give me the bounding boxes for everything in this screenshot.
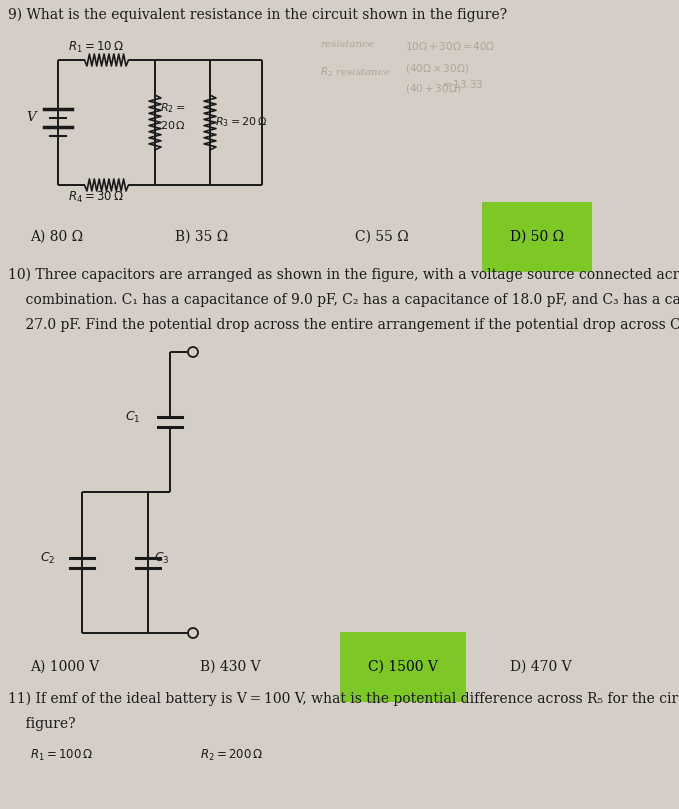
Text: $R_1=100\,\Omega$: $R_1=100\,\Omega$ <box>30 748 93 763</box>
Text: 11) If emf of the ideal battery is V = 100 V, what is the potential difference a: 11) If emf of the ideal battery is V = 1… <box>8 692 679 706</box>
Text: $R_1=10\,\Omega$: $R_1=10\,\Omega$ <box>68 40 124 55</box>
Text: D) 50 Ω: D) 50 Ω <box>510 230 564 244</box>
Text: A) 1000 V: A) 1000 V <box>30 660 99 674</box>
Text: $20\,\Omega$: $20\,\Omega$ <box>160 118 186 130</box>
Text: combination. C₁ has a capacitance of 9.0 pF, C₂ has a capacitance of 18.0 pF, an: combination. C₁ has a capacitance of 9.0… <box>8 293 679 307</box>
Text: $10\Omega+30\Omega=40\Omega$: $10\Omega+30\Omega=40\Omega$ <box>405 40 496 52</box>
Text: 10) Three capacitors are arranged as shown in the figure, with a voltage source : 10) Three capacitors are arranged as sho… <box>8 268 679 282</box>
Text: $C_1$: $C_1$ <box>125 409 141 425</box>
Text: A) 80 Ω: A) 80 Ω <box>30 230 83 244</box>
Text: $R_2=$: $R_2=$ <box>160 102 185 116</box>
Text: $R_2=200\,\Omega$: $R_2=200\,\Omega$ <box>200 748 263 763</box>
Text: 9) What is the equivalent resistance in the circuit shown in the figure?: 9) What is the equivalent resistance in … <box>8 8 507 23</box>
Text: $C_2$: $C_2$ <box>40 551 55 566</box>
Text: C) 1500 V: C) 1500 V <box>368 660 438 674</box>
Text: $C_3$: $C_3$ <box>154 551 170 566</box>
Text: figure?: figure? <box>8 717 75 731</box>
Circle shape <box>188 347 198 357</box>
Text: $(40+30\Omega)$: $(40+30\Omega)$ <box>405 82 461 95</box>
Text: B) 35 Ω: B) 35 Ω <box>175 230 228 244</box>
Text: $R_2$ resistance: $R_2$ resistance <box>320 65 391 78</box>
Text: B) 430 V: B) 430 V <box>200 660 261 674</box>
Text: $R_3=20\,\Omega$: $R_3=20\,\Omega$ <box>215 116 268 129</box>
Text: D) 470 V: D) 470 V <box>510 660 572 674</box>
Circle shape <box>188 628 198 638</box>
Text: C) 55 Ω: C) 55 Ω <box>355 230 409 244</box>
Text: V: V <box>26 111 36 124</box>
Text: $=13.33$: $=13.33$ <box>440 78 483 90</box>
Text: resistance: resistance <box>320 40 374 49</box>
Text: $(40\Omega\times30\Omega)$: $(40\Omega\times30\Omega)$ <box>405 62 469 75</box>
Text: 27.0 pF. Find the potential drop across the entire arrangement if the potential : 27.0 pF. Find the potential drop across … <box>8 318 679 332</box>
Text: $R_4=30\,\Omega$: $R_4=30\,\Omega$ <box>68 190 124 205</box>
